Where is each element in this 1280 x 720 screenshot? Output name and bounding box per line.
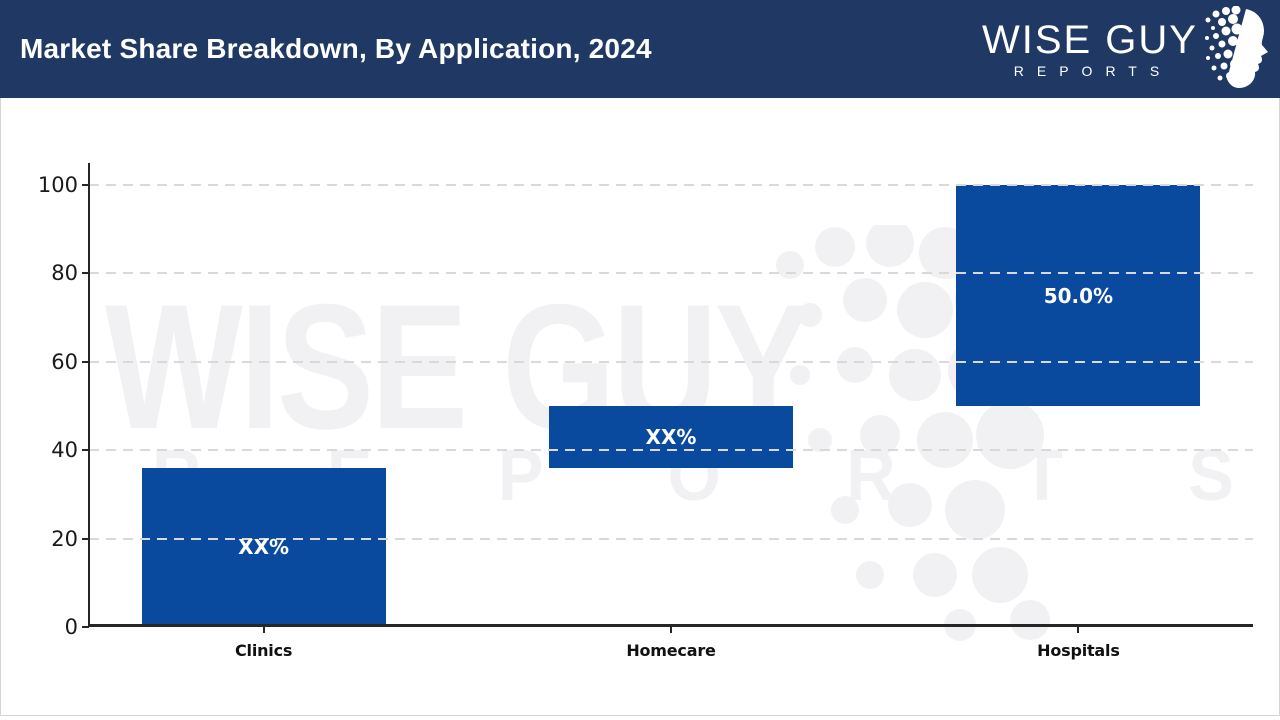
x-category-label-hospitals: Hospitals	[1037, 641, 1120, 660]
dotted-head-profile-icon	[1205, 6, 1268, 88]
y-tick-mark-100	[82, 184, 89, 186]
bar-value-label-clinics: XX%	[238, 535, 290, 560]
bar-value-label-hospitals: 50.0%	[1043, 283, 1114, 308]
frame-left-border	[0, 98, 1, 716]
header-bar: Market Share Breakdown, By Application, …	[0, 0, 1280, 98]
y-tick-mark-80	[82, 272, 89, 275]
wise-guy-logo: WISE GUY REPORTS	[982, 6, 1280, 92]
y-tick-label-100: 100	[37, 173, 78, 197]
x-axis-line	[89, 624, 1253, 627]
logo-subtitle: REPORTS	[1013, 62, 1173, 79]
bar-homecare	[549, 406, 793, 468]
y-tick-label-40: 40	[51, 438, 78, 463]
logo-wordmark: WISE GUY	[981, 17, 1198, 62]
y-axis-line	[88, 163, 90, 627]
y-tick-label-0: 0	[64, 615, 78, 639]
y-tick-mark-20	[82, 537, 89, 540]
x-tick-mark-clinics	[262, 627, 265, 633]
gridline-y60	[89, 360, 1253, 363]
gridline-y40	[89, 449, 1253, 452]
bar-clinics	[141, 467, 386, 627]
y-tick-mark-0	[82, 626, 89, 628]
frame-bottom-border	[0, 715, 1280, 716]
y-tick-label-60: 60	[51, 349, 78, 374]
page-title: Market Share Breakdown, By Application, …	[20, 33, 652, 64]
bar-hospitals	[956, 185, 1201, 406]
x-tick-mark-homecare	[670, 627, 672, 633]
wise-guy-logo-text: WISE GUY REPORTS	[982, 20, 1198, 79]
y-tick-label-80: 80	[51, 261, 78, 286]
x-category-label-homecare: Homecare	[626, 641, 716, 660]
x-category-label-clinics: Clinics	[234, 641, 293, 660]
x-tick-mark-hospitals	[1077, 627, 1080, 633]
bar-value-label-homecare: XX%	[645, 424, 697, 449]
y-tick-mark-60	[82, 360, 89, 363]
gridline-y80	[89, 272, 1253, 275]
gridline-y100	[89, 184, 1253, 186]
y-tick-label-20: 20	[51, 526, 78, 551]
gridline-y20	[89, 537, 1253, 540]
y-tick-mark-40	[82, 449, 89, 452]
